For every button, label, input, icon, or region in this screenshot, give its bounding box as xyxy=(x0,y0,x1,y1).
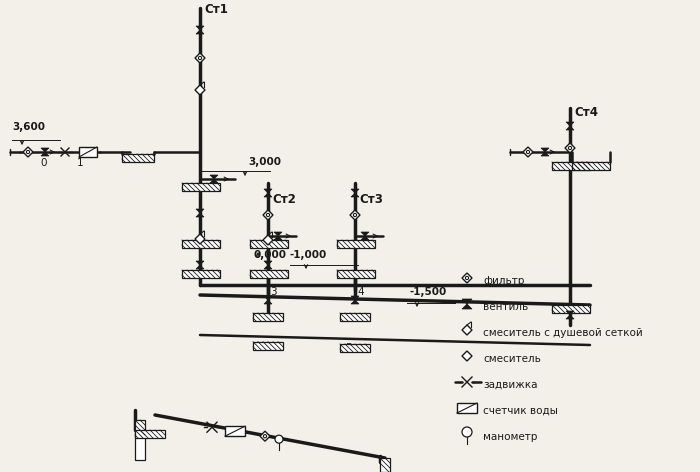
Text: -1,500: -1,500 xyxy=(410,287,447,297)
Bar xyxy=(457,403,477,413)
Text: Ст3: Ст3 xyxy=(359,193,383,206)
Polygon shape xyxy=(41,148,49,156)
Polygon shape xyxy=(195,234,205,244)
Polygon shape xyxy=(195,53,205,63)
Bar xyxy=(552,305,590,313)
Bar xyxy=(225,426,245,436)
Text: Ст4: Ст4 xyxy=(574,106,598,119)
Text: 1: 1 xyxy=(77,158,83,168)
Bar xyxy=(250,240,288,248)
Text: Ст1: Ст1 xyxy=(204,3,228,16)
Bar xyxy=(337,270,375,278)
Polygon shape xyxy=(195,85,205,95)
Text: манометр: манометр xyxy=(483,432,538,442)
Bar xyxy=(253,313,283,321)
Polygon shape xyxy=(462,299,472,309)
Text: задвижка: задвижка xyxy=(483,380,538,390)
Bar xyxy=(250,270,288,278)
Text: 3: 3 xyxy=(270,287,276,297)
Bar xyxy=(552,162,590,170)
Bar xyxy=(135,430,165,438)
Bar xyxy=(253,342,283,350)
Text: Ст2: Ст2 xyxy=(272,193,296,206)
Polygon shape xyxy=(264,296,272,304)
Polygon shape xyxy=(264,189,272,197)
Circle shape xyxy=(462,427,472,437)
Text: 3,600: 3,600 xyxy=(12,122,45,132)
Polygon shape xyxy=(462,325,472,335)
Polygon shape xyxy=(566,311,574,319)
Text: смеситель: смеситель xyxy=(483,354,541,364)
Text: 0,000: 0,000 xyxy=(253,250,286,260)
Polygon shape xyxy=(260,431,270,441)
Text: 0: 0 xyxy=(40,158,46,168)
Polygon shape xyxy=(462,273,472,283)
Bar xyxy=(340,313,370,321)
Bar xyxy=(182,270,220,278)
Polygon shape xyxy=(196,209,204,217)
Bar xyxy=(340,344,370,352)
Text: 5: 5 xyxy=(345,343,351,353)
Bar xyxy=(572,162,610,170)
Bar xyxy=(122,154,154,162)
Polygon shape xyxy=(263,210,273,220)
Circle shape xyxy=(275,435,283,443)
Text: фильтр: фильтр xyxy=(483,276,524,286)
Polygon shape xyxy=(541,148,549,156)
Polygon shape xyxy=(23,147,33,157)
Polygon shape xyxy=(523,147,533,157)
Text: 3,000: 3,000 xyxy=(248,157,281,167)
Text: смеситель с душевой сеткой: смеситель с душевой сеткой xyxy=(483,328,643,338)
Polygon shape xyxy=(196,26,204,34)
Polygon shape xyxy=(361,232,369,240)
Polygon shape xyxy=(350,210,360,220)
Polygon shape xyxy=(462,351,472,361)
Polygon shape xyxy=(351,296,359,304)
Polygon shape xyxy=(351,189,359,197)
Text: вентиль: вентиль xyxy=(483,302,528,312)
Bar xyxy=(135,420,145,460)
Polygon shape xyxy=(196,261,204,269)
Bar xyxy=(380,458,390,472)
Polygon shape xyxy=(263,235,273,245)
Text: -1,000: -1,000 xyxy=(290,250,328,260)
Bar xyxy=(182,240,220,248)
Polygon shape xyxy=(264,261,272,269)
Polygon shape xyxy=(210,175,218,183)
Bar xyxy=(337,240,375,248)
Bar xyxy=(79,147,97,157)
Text: 4: 4 xyxy=(357,287,363,297)
Polygon shape xyxy=(565,143,575,153)
Text: счетчик воды: счетчик воды xyxy=(483,406,558,416)
Polygon shape xyxy=(566,122,574,130)
Polygon shape xyxy=(274,232,282,240)
Bar xyxy=(182,183,220,191)
